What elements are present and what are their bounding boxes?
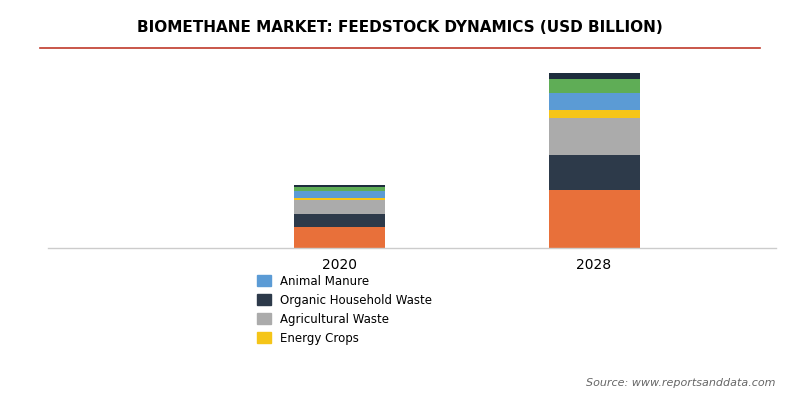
Bar <box>549 78 639 93</box>
Bar <box>549 154 639 190</box>
Bar <box>294 214 385 227</box>
Bar <box>549 73 639 78</box>
Text: BIOMETHANE MARKET: FEEDSTOCK DYNAMICS (USD BILLION): BIOMETHANE MARKET: FEEDSTOCK DYNAMICS (U… <box>137 20 663 35</box>
Bar <box>294 185 385 187</box>
Bar <box>549 110 639 118</box>
Bar <box>549 190 639 248</box>
Bar <box>549 118 639 154</box>
Text: Source: www.reportsanddata.com: Source: www.reportsanddata.com <box>586 378 776 388</box>
Bar <box>549 93 639 110</box>
Bar <box>294 200 385 214</box>
Bar <box>294 187 385 191</box>
Bar <box>294 198 385 200</box>
Bar <box>294 227 385 248</box>
Legend: Animal Manure, Organic Household Waste, Agricultural Waste, Energy Crops: Animal Manure, Organic Household Waste, … <box>252 270 437 349</box>
Bar <box>294 191 385 198</box>
